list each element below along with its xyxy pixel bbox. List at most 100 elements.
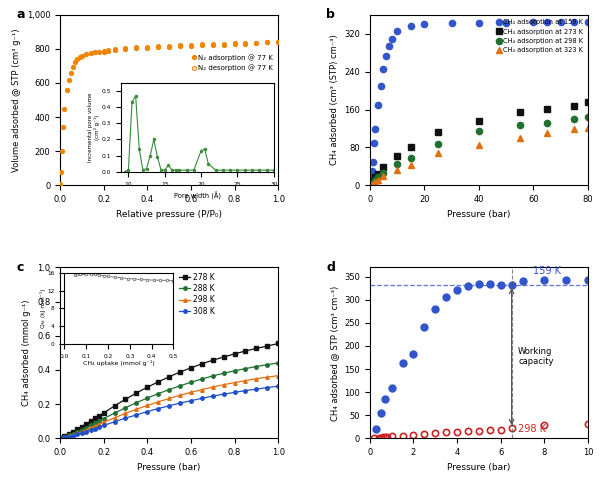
CH₄ adsorption at 159 K	[380, 66, 387, 72]
308 K	[133, 412, 140, 418]
308 K	[74, 431, 81, 437]
N₂ desorption @ 77 K	[176, 42, 184, 48]
278 K	[166, 374, 173, 380]
CH₄ adsorption at 159 K	[571, 19, 578, 25]
308 K	[187, 398, 194, 404]
Y-axis label: CH₄ adsorbed @ STP (cm³ cm⁻³): CH₄ adsorbed @ STP (cm³ cm⁻³)	[329, 285, 338, 420]
288 K	[122, 405, 129, 411]
298 K	[61, 434, 68, 440]
CH₄ adsorption at 298 K	[516, 122, 523, 128]
288 K	[74, 429, 81, 434]
288 K	[78, 427, 85, 432]
298 K	[275, 373, 282, 378]
CH₄ adsorption at 323 K	[544, 131, 551, 136]
278 K	[220, 354, 227, 360]
278 K	[61, 433, 68, 439]
CH₄ adsorption at 159 K	[377, 83, 385, 89]
288 K	[100, 416, 107, 422]
N₂ adsorption @ 77 K	[187, 43, 194, 49]
CH₄ adsorption at 159 K	[388, 37, 395, 42]
278 K	[198, 361, 205, 367]
288 K	[242, 366, 249, 372]
CH₄ adsorption at 159 K	[367, 180, 374, 186]
298 K	[70, 432, 77, 438]
CH₄ adsorption at 159 K	[374, 102, 382, 108]
298 K	[198, 387, 205, 393]
CH₄ adsorption at 159 K	[421, 21, 428, 27]
288 K	[166, 387, 173, 393]
CH₄ adsorption at 159 K	[371, 126, 379, 131]
308 K	[155, 406, 162, 412]
CH₄ adsorption at 159 K	[407, 23, 415, 29]
278 K	[122, 396, 129, 402]
308 K	[166, 403, 173, 409]
N₂ adsorption @ 77 K	[275, 39, 282, 45]
CH₄ adsorption at 159 K	[368, 169, 376, 174]
298 K	[220, 382, 227, 388]
CH₄ adsorption at 273 K	[571, 103, 578, 109]
Line: 308 K: 308 K	[58, 384, 280, 440]
N₂ adsorption @ 77 K	[58, 169, 65, 175]
278 K	[95, 412, 103, 418]
CH₄ adsorption at 273 K	[380, 165, 387, 170]
CH₄ adsorption at 159 K	[448, 20, 455, 26]
308 K	[61, 434, 68, 440]
Line: N₂ desorption @ 77 K: N₂ desorption @ 77 K	[101, 40, 280, 53]
CH₄ adsorption at 323 K	[374, 177, 382, 183]
288 K	[176, 383, 184, 389]
Y-axis label: CH₄ adsorbed (cm³ (STP) cm⁻³): CH₄ adsorbed (cm³ (STP) cm⁻³)	[329, 35, 338, 166]
CH₄ adsorption at 298 K	[374, 174, 382, 180]
N₂ adsorption @ 77 K	[59, 125, 67, 131]
CH₄ adsorption at 298 K	[407, 155, 415, 161]
288 K	[111, 410, 118, 416]
308 K	[87, 427, 94, 433]
278 K	[253, 345, 260, 351]
Legend: CH₄ adsorption at 159 K, CH₄ adsorption at 273 K, CH₄ adsorption at 298 K, CH₄ a: CH₄ adsorption at 159 K, CH₄ adsorption …	[494, 18, 584, 55]
CH₄ adsorption at 159 K	[368, 175, 375, 181]
288 K	[95, 418, 103, 424]
N₂ desorption @ 77 K	[253, 40, 260, 46]
Text: 298 K: 298 K	[518, 424, 546, 434]
278 K	[87, 418, 94, 424]
Text: b: b	[326, 8, 335, 21]
N₂ desorption @ 77 K	[187, 42, 194, 48]
Y-axis label: CH₄ adsorbed (mmol g⁻¹): CH₄ adsorbed (mmol g⁻¹)	[22, 300, 31, 406]
N₂ adsorption @ 77 K	[59, 149, 66, 154]
Line: 298 K: 298 K	[58, 374, 280, 440]
308 K	[198, 395, 205, 401]
N₂ adsorption @ 77 K	[71, 59, 79, 65]
CH₄ adsorption at 298 K	[544, 120, 551, 126]
288 K	[220, 370, 227, 376]
N₂ adsorption @ 77 K	[209, 42, 217, 48]
278 K	[242, 348, 249, 354]
298 K	[87, 425, 94, 431]
Legend: N₂ adsorption @ 77 K, N₂ desorption @ 77 K: N₂ adsorption @ 77 K, N₂ desorption @ 77…	[190, 53, 275, 73]
N₂ adsorption @ 77 K	[198, 42, 205, 48]
298 K	[56, 435, 64, 441]
298 K	[263, 374, 271, 380]
308 K	[275, 383, 282, 389]
278 K	[74, 426, 81, 432]
N₂ desorption @ 77 K	[111, 46, 118, 52]
Line: N₂ adsorption @ 77 K: N₂ adsorption @ 77 K	[58, 40, 280, 186]
278 K	[155, 379, 162, 385]
278 K	[133, 390, 140, 396]
N₂ adsorption @ 77 K	[263, 39, 271, 45]
CH₄ adsorption at 298 K	[380, 169, 387, 175]
N₂ adsorption @ 77 K	[100, 49, 107, 55]
298 K	[91, 423, 98, 429]
N₂ desorption @ 77 K	[209, 41, 217, 47]
N₂ desorption @ 77 K	[155, 43, 162, 49]
298 K	[65, 433, 73, 439]
278 K	[56, 435, 64, 441]
CH₄ adsorption at 159 K	[503, 20, 510, 26]
298 K	[83, 427, 90, 432]
Text: c: c	[16, 261, 24, 274]
288 K	[231, 368, 238, 374]
CH₄ adsorption at 323 K	[394, 168, 401, 173]
CH₄ adsorption at 273 K	[371, 174, 379, 180]
298 K	[187, 390, 194, 395]
298 K	[166, 395, 173, 401]
298 K	[176, 393, 184, 398]
N₂ adsorption @ 77 K	[87, 50, 94, 56]
